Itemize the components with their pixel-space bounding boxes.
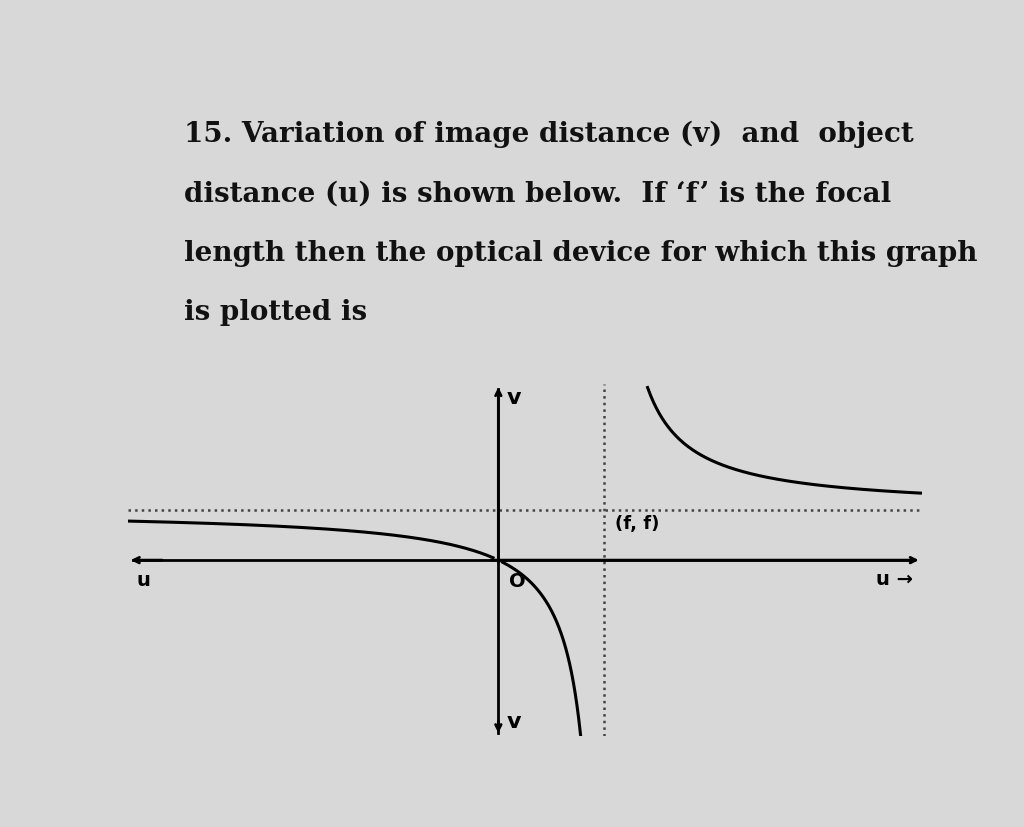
Text: is plotted is: is plotted is (183, 299, 367, 326)
Text: distance (u) is shown below.  If ‘f’ is the focal: distance (u) is shown below. If ‘f’ is t… (183, 180, 891, 208)
Text: v: v (507, 387, 521, 408)
Text: u →: u → (877, 570, 913, 589)
Text: 15. Variation of image distance (v)  and  object: 15. Variation of image distance (v) and … (183, 121, 913, 148)
Text: (f, f): (f, f) (614, 514, 659, 533)
Text: u: u (136, 571, 151, 590)
Text: O: O (509, 571, 525, 590)
Text: length then the optical device for which this graph: length then the optical device for which… (183, 240, 977, 266)
Text: v: v (507, 711, 521, 731)
